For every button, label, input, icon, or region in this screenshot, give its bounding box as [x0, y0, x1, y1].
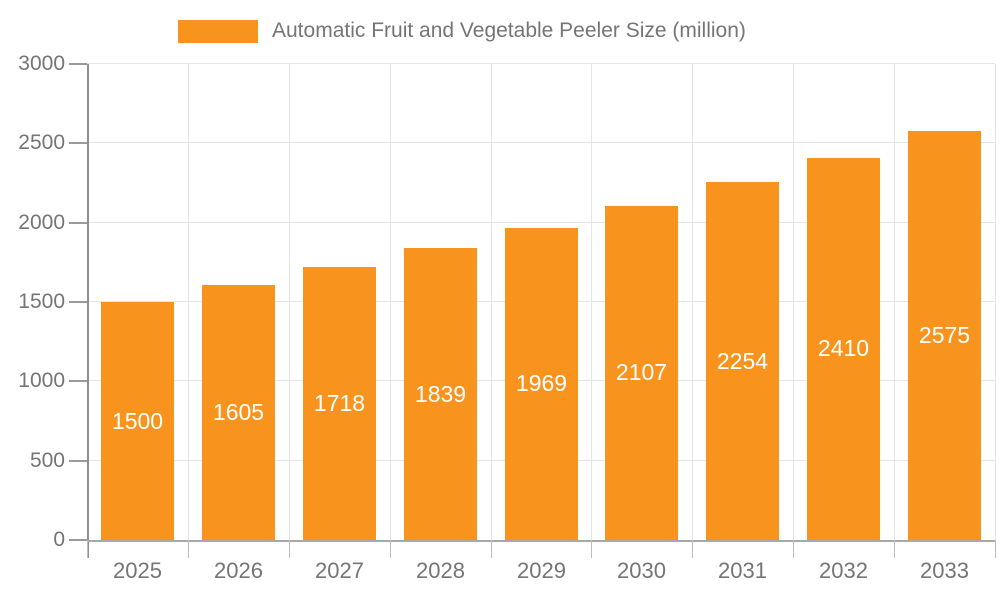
y-axis-tick	[69, 142, 87, 145]
x-tick-label: 2027	[315, 558, 364, 583]
legend-swatch-icon	[178, 19, 258, 43]
bar: 1718	[303, 267, 376, 540]
x-tick-label: 2033	[920, 558, 969, 583]
x-axis-tick	[692, 540, 693, 558]
y-axis-tick	[69, 459, 87, 462]
bar: 2107	[605, 205, 678, 540]
x-tick-label: 2029	[517, 558, 566, 583]
gridline-horizontal	[87, 63, 995, 64]
bar-value-label: 2107	[615, 359, 668, 386]
y-tick-label: 500	[29, 449, 65, 472]
gridline-vertical	[591, 64, 592, 540]
gridline-vertical	[188, 64, 189, 540]
plot-area: 1500 1605 1718 1839 1969 2107 2254 2410 2575	[69, 63, 996, 558]
x-axis-line	[87, 540, 995, 542]
x-tick-label: 2031	[718, 558, 767, 583]
gridline-vertical	[491, 64, 492, 540]
gridline-horizontal	[87, 221, 995, 223]
bar-value-label: 1839	[414, 380, 467, 407]
bar-value-label: 1718	[313, 390, 366, 417]
bar: 1605	[202, 285, 275, 540]
x-tick-label: 2025	[113, 558, 162, 583]
bar: 1969	[505, 227, 578, 540]
y-tick-label: 2000	[18, 211, 65, 234]
gridline-vertical	[289, 64, 290, 540]
gridline-vertical	[894, 64, 895, 540]
legend-label: Automatic Fruit and Vegetable Peeler Siz…	[272, 19, 746, 42]
x-axis-tick	[591, 540, 592, 558]
y-tick-label: 1000	[18, 369, 65, 392]
bar: 2410	[807, 157, 880, 540]
gridline-vertical	[793, 64, 794, 540]
y-tick-label: 1500	[18, 290, 65, 313]
bar-value-label: 1500	[111, 407, 164, 434]
x-axis-tick	[289, 540, 290, 558]
bar-value-label: 2254	[716, 347, 769, 374]
bar-value-label: 1969	[515, 370, 568, 397]
y-axis-tick	[69, 301, 87, 303]
y-axis-tick	[69, 539, 87, 541]
x-axis-tick	[995, 540, 996, 558]
y-tick-label: 0	[53, 528, 65, 551]
bar: 2254	[706, 182, 779, 540]
gridline-vertical	[995, 64, 996, 540]
gridline-vertical	[692, 64, 693, 540]
y-axis-tick	[69, 221, 87, 224]
gridline-horizontal	[87, 142, 995, 144]
y-axis-tick	[69, 380, 87, 383]
bar: 1839	[404, 248, 477, 540]
legend[interactable]: Automatic Fruit and Vegetable Peeler Siz…	[178, 18, 746, 44]
bar-value-label: 2410	[817, 335, 870, 362]
bar: 2575	[908, 131, 981, 540]
x-axis-tick	[87, 540, 88, 558]
x-axis-tick	[491, 540, 492, 558]
x-axis-tick	[390, 540, 391, 558]
x-axis-tick	[188, 540, 189, 558]
x-tick-label: 2032	[819, 558, 868, 583]
x-axis-tick	[894, 540, 895, 558]
x-axis-tick	[793, 540, 794, 558]
bar-value-label: 2575	[918, 322, 971, 349]
y-axis-tick	[69, 63, 87, 65]
gridline-vertical	[390, 64, 391, 540]
bar-value-label: 1605	[212, 399, 265, 426]
y-tick-label: 3000	[18, 52, 65, 75]
x-tick-label: 2030	[617, 558, 666, 583]
x-tick-label: 2026	[214, 558, 263, 583]
y-tick-label: 2500	[18, 131, 65, 154]
y-axis-line	[87, 64, 89, 558]
bar: 1500	[101, 302, 174, 540]
x-tick-label: 2028	[416, 558, 465, 583]
